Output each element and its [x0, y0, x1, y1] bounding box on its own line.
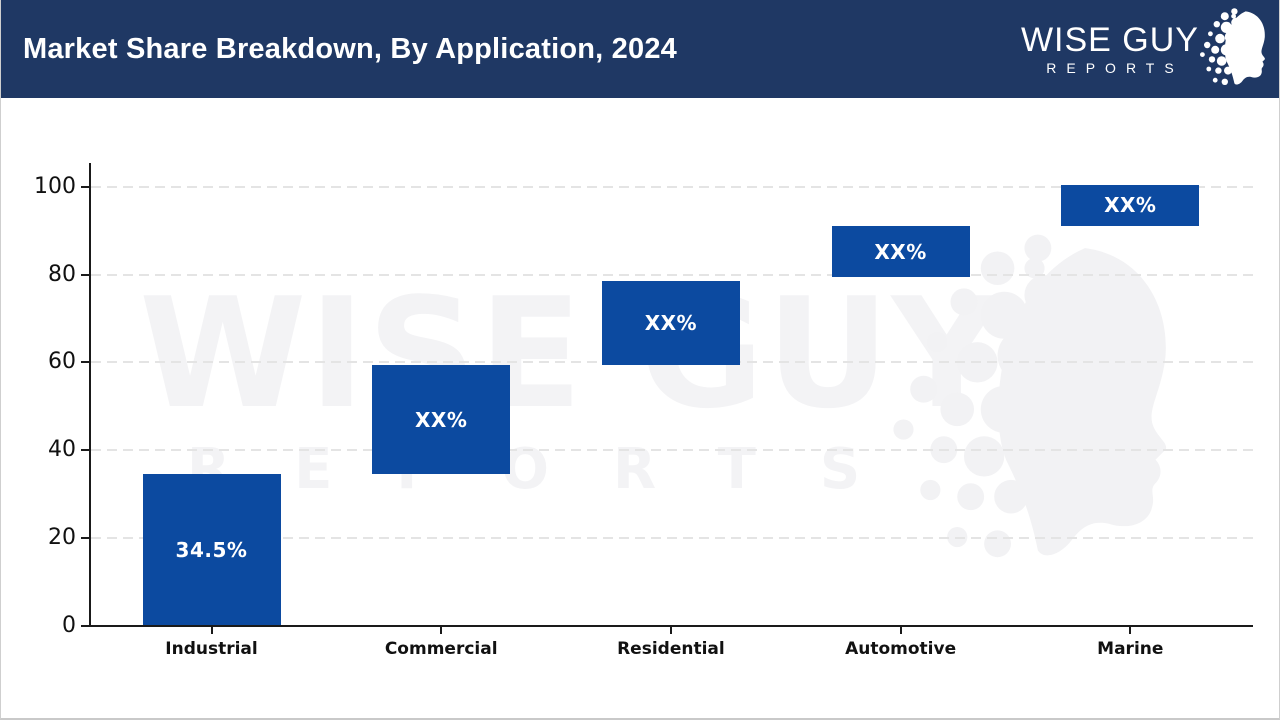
y-axis-tick-100: [81, 185, 90, 188]
bar-industrial: 34.5%: [142, 474, 281, 626]
y-axis-tick-20: [81, 537, 90, 540]
brand-logo-text: WISE GUY REPORTS: [1021, 23, 1199, 75]
y-axis-tick-40: [81, 449, 90, 452]
y-axis-tick-label-0: 0: [62, 613, 76, 638]
bar-commercial: XX%: [372, 364, 511, 475]
bar-value-label-commercial: XX%: [414, 407, 468, 432]
y-axis-tick-80: [81, 273, 90, 276]
x-axis-label-marine: Marine: [1097, 639, 1164, 659]
bar-automotive: XX%: [831, 226, 970, 277]
y-axis-tick-label-100: 100: [34, 173, 76, 199]
brand-subname: REPORTS: [1046, 60, 1184, 76]
bar-value-label-automotive: XX%: [874, 239, 927, 264]
y-axis-tick-label-20: 20: [48, 525, 76, 551]
x-axis-label-industrial: Industrial: [165, 639, 258, 659]
x-axis-label-automotive: Automotive: [845, 639, 957, 659]
y-axis: [89, 163, 91, 627]
x-axis-label-residential: Residential: [617, 639, 725, 659]
y-axis-tick-0: [81, 625, 90, 627]
x-axis-tick-automotive: [899, 626, 902, 634]
brand-logo: WISE GUY REPORTS: [1021, 5, 1269, 93]
gridline-20: [91, 537, 1254, 540]
page-title: Market Share Breakdown, By Application, …: [23, 32, 677, 65]
bar-value-label-industrial: 34.5%: [175, 538, 248, 563]
bar-marine: XX%: [1061, 184, 1200, 227]
x-axis-tick-residential: [669, 626, 672, 634]
brand-name: WISE GUY: [1020, 21, 1199, 59]
brand-head-icon: [1187, 5, 1269, 93]
bar-value-label-residential: XX%: [644, 310, 698, 335]
gridline-80: [91, 273, 1254, 276]
y-axis-tick-label-80: 80: [48, 261, 76, 287]
bar-residential: XX%: [601, 281, 740, 365]
x-axis-tick-industrial: [210, 626, 213, 634]
x-axis-tick-marine: [1129, 626, 1132, 634]
y-axis-tick-label-60: 60: [48, 349, 76, 375]
x-axis-tick-commercial: [440, 626, 443, 634]
gridline-40: [91, 449, 1254, 452]
x-axis: [89, 625, 1253, 627]
y-axis-tick-60: [81, 361, 90, 364]
x-axis-label-commercial: Commercial: [384, 639, 498, 659]
y-axis-tick-label-40: 40: [48, 437, 76, 463]
header-bar: Market Share Breakdown, By Application, …: [1, 0, 1279, 98]
gridline-100: [91, 185, 1254, 188]
bar-value-label-marine: XX%: [1104, 193, 1157, 218]
watermark-text-line1: WISE GUY: [139, 265, 1004, 442]
